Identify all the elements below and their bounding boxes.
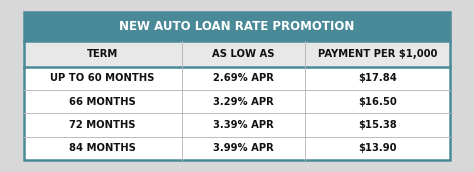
Text: AS LOW AS: AS LOW AS — [212, 49, 274, 59]
Text: $13.90: $13.90 — [358, 143, 397, 153]
Text: 2.69% APR: 2.69% APR — [213, 73, 274, 83]
Text: $17.84: $17.84 — [358, 73, 397, 83]
Text: NEW AUTO LOAN RATE PROMOTION: NEW AUTO LOAN RATE PROMOTION — [119, 20, 355, 33]
Text: 66 MONTHS: 66 MONTHS — [69, 97, 136, 107]
Text: $15.38: $15.38 — [358, 120, 397, 130]
FancyBboxPatch shape — [24, 113, 450, 137]
FancyBboxPatch shape — [24, 12, 450, 41]
Text: PAYMENT PER $1,000: PAYMENT PER $1,000 — [318, 49, 438, 59]
Text: 72 MONTHS: 72 MONTHS — [69, 120, 136, 130]
Text: UP TO 60 MONTHS: UP TO 60 MONTHS — [50, 73, 155, 83]
Text: 3.99% APR: 3.99% APR — [213, 143, 274, 153]
Text: TERM: TERM — [87, 49, 118, 59]
Text: 3.29% APR: 3.29% APR — [213, 97, 274, 107]
Text: 84 MONTHS: 84 MONTHS — [69, 143, 136, 153]
Text: $16.50: $16.50 — [358, 97, 397, 107]
FancyBboxPatch shape — [24, 137, 450, 160]
FancyBboxPatch shape — [24, 67, 450, 90]
FancyBboxPatch shape — [24, 90, 450, 113]
FancyBboxPatch shape — [24, 12, 450, 160]
Text: 3.39% APR: 3.39% APR — [213, 120, 274, 130]
FancyBboxPatch shape — [24, 41, 450, 67]
